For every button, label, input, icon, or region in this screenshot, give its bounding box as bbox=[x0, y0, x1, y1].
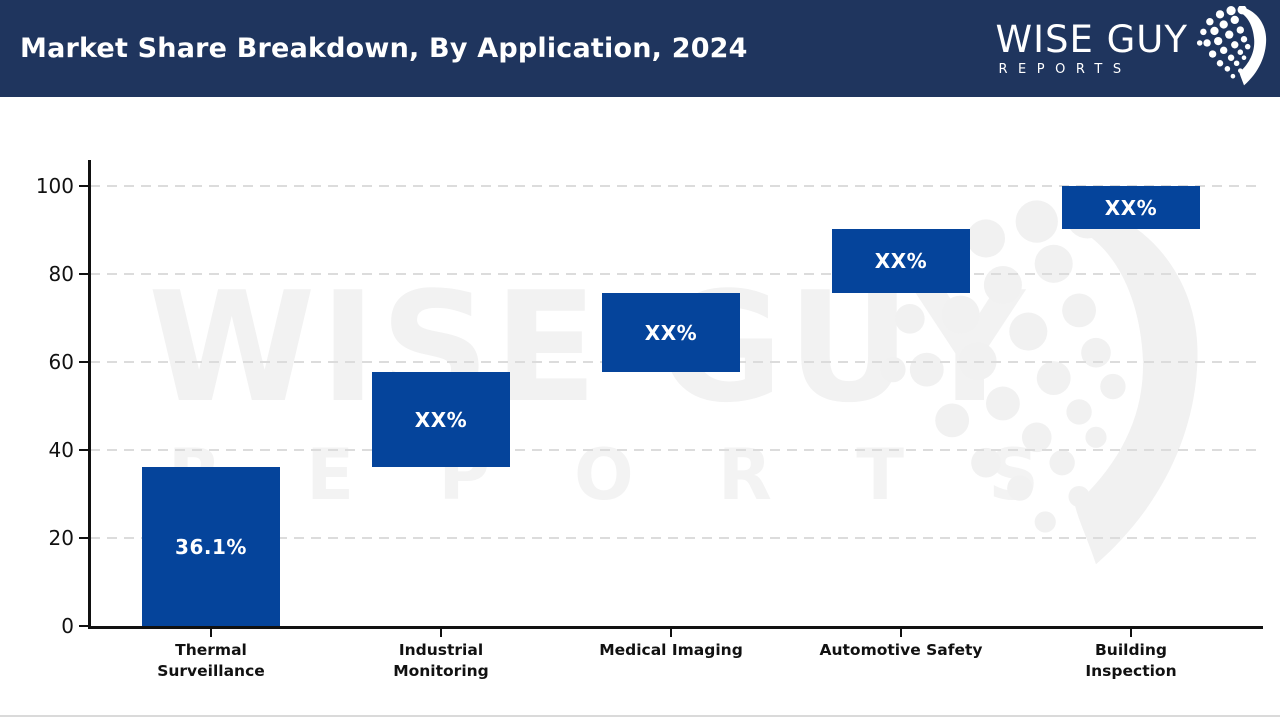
bar-industrial-monitoring: XX% bbox=[372, 372, 510, 468]
y-tick-label-40: 40 bbox=[48, 438, 74, 462]
logo-subtitle: REPORTS bbox=[998, 61, 1132, 77]
gridline-40 bbox=[90, 449, 1263, 451]
gridline-80 bbox=[90, 273, 1263, 275]
y-tick-label-20: 20 bbox=[48, 526, 74, 550]
y-tick-label-100: 100 bbox=[35, 174, 74, 198]
x-category-label-4: Building Inspection bbox=[1085, 641, 1177, 680]
y-axis-line bbox=[88, 160, 91, 627]
x-axis-line bbox=[88, 626, 1263, 629]
y-tick-label-0: 0 bbox=[61, 614, 74, 638]
footer-divider bbox=[0, 715, 1280, 717]
x-tick-2 bbox=[670, 629, 672, 637]
x-category-label-0: Thermal Surveillance bbox=[157, 641, 265, 680]
y-tick-label-60: 60 bbox=[48, 350, 74, 374]
bar-value-label: XX% bbox=[1104, 195, 1158, 220]
x-category-label-3: Automotive Safety bbox=[819, 641, 983, 659]
x-tick-0 bbox=[210, 629, 212, 637]
gridline-20 bbox=[90, 537, 1263, 539]
x-category-label-2: Medical Imaging bbox=[599, 641, 743, 659]
y-tick-20 bbox=[79, 537, 88, 539]
bar-value-label: XX% bbox=[874, 249, 928, 273]
x-tick-1 bbox=[440, 629, 442, 637]
logo-wordmark: WISE GUY bbox=[995, 17, 1188, 61]
bar-value-label: XX% bbox=[414, 407, 468, 432]
y-tick-100 bbox=[79, 185, 88, 187]
logo-head-icon bbox=[1196, 6, 1267, 86]
bar-building-inspection: XX% bbox=[1062, 186, 1200, 230]
bar-value-label: 36.1% bbox=[175, 534, 247, 559]
bar-medical-imaging: XX% bbox=[602, 292, 740, 373]
logo-text: WISE GUY REPORTS bbox=[996, 21, 1188, 77]
y-tick-60 bbox=[79, 361, 88, 363]
y-tick-40 bbox=[79, 449, 88, 451]
x-category-label-1: Industrial Monitoring bbox=[393, 641, 489, 680]
page-title: Market Share Breakdown, By Application, … bbox=[20, 33, 748, 64]
bar-thermal-surveillance: 36.1% bbox=[142, 467, 280, 626]
gridline-100 bbox=[90, 185, 1263, 187]
y-tick-80 bbox=[79, 273, 88, 275]
bar-automotive-safety: XX% bbox=[832, 229, 970, 293]
x-tick-4 bbox=[1130, 629, 1132, 637]
y-tick-label-80: 80 bbox=[48, 262, 74, 286]
bar-value-label: XX% bbox=[644, 320, 698, 345]
y-tick-0 bbox=[79, 625, 88, 627]
wise-guy-logo: WISE GUY REPORTS bbox=[996, 6, 1268, 91]
x-tick-3 bbox=[900, 629, 902, 637]
header-bar: Market Share Breakdown, By Application, … bbox=[0, 0, 1280, 97]
